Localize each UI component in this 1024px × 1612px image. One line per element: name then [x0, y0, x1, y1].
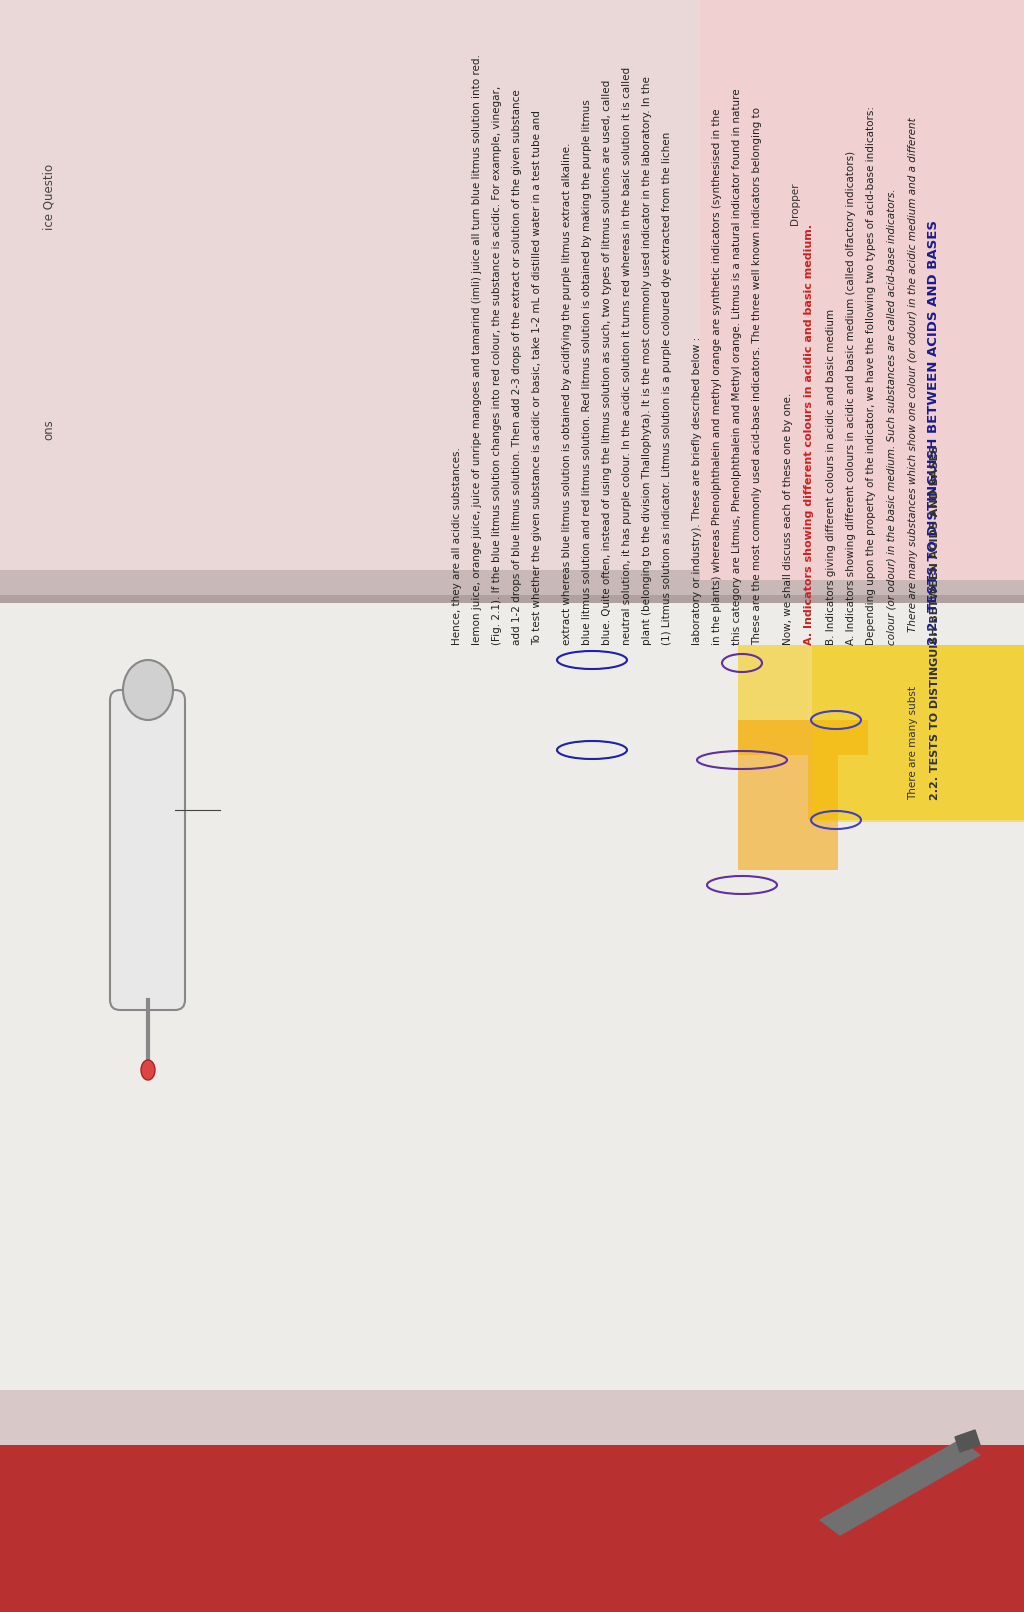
Text: To test whether the given substance is acidic or basic, take 1-2 mL of distilled: To test whether the given substance is a… [532, 110, 542, 645]
Text: blue litmus solution and red litmus solution. Red litmus solution is obtained by: blue litmus solution and red litmus solu… [582, 100, 592, 645]
Polygon shape [820, 1440, 980, 1535]
Text: this category are Litmus, Phenolphthalein and Methyl orange. Litmus is a natural: this category are Litmus, Phenolphthalei… [732, 89, 742, 645]
Text: These are the most commonly used acid-base indicators. The three well known indi: These are the most commonly used acid-ba… [752, 106, 762, 645]
Text: extract whereas blue litmus solution is obtained by acidifying the purple litmus: extract whereas blue litmus solution is … [562, 142, 572, 645]
Text: (1) Litmus solution as indicator. Litmus solution is a purple coloured dye extra: (1) Litmus solution as indicator. Litmus… [662, 132, 672, 645]
Text: Depending upon the property of the indicator, we have the following two types of: Depending upon the property of the indic… [866, 106, 876, 645]
Text: ice Questio: ice Questio [42, 164, 55, 231]
Text: colour (or odour) in the basic medium. Such substances are called acid-base indi: colour (or odour) in the basic medium. S… [887, 189, 897, 645]
Bar [0, 0, 1024, 600]
Bar [812, 645, 1024, 822]
Text: ons: ons [42, 419, 55, 440]
Text: blue. Quite often, instead of using the litmus solution as such, two types of li: blue. Quite often, instead of using the … [602, 79, 612, 645]
Text: A. Indicators showing different colours in acidic and basic medium.: A. Indicators showing different colours … [804, 224, 814, 645]
Bar [738, 721, 868, 754]
Text: B. Indicators giving different colours in acidic and basic medium: B. Indicators giving different colours i… [826, 310, 836, 645]
FancyBboxPatch shape [110, 690, 185, 1011]
Text: neutral solution, it has purple colour. In the acidic solution it turns red wher: neutral solution, it has purple colour. … [622, 66, 632, 645]
Text: in the plants) whereas Phenolphthalein and methyl orange are synthetic indicator: in the plants) whereas Phenolphthalein a… [712, 108, 722, 645]
Text: A. Indicators showing different colours in acidic and basic medium (called olfac: A. Indicators showing different colours … [846, 152, 856, 645]
Text: (Fig. 2.1). If the blue litmus solution changes into red colour, the substance i: (Fig. 2.1). If the blue litmus solution … [492, 85, 502, 645]
Bar [0, 580, 1024, 1460]
Bar [0, 595, 1024, 603]
Text: Now, we shall discuss each of these one by one.: Now, we shall discuss each of these one … [783, 393, 793, 645]
Bar [0, 1430, 1024, 1612]
Text: There are many subst: There are many subst [908, 687, 918, 800]
Text: plant (belonging to the division Thallophyta). It is the most commonly used indi: plant (belonging to the division Thallop… [642, 76, 652, 645]
Text: lemon juice, orange juice, juice of unripe mangoes and tamarind (imli) juice all: lemon juice, orange juice, juice of unri… [472, 55, 482, 645]
Text: There are many substances which show one colour (or odour) in the acidic medium : There are many substances which show one… [908, 118, 918, 645]
Bar [700, 0, 1024, 580]
Text: Hence, they are all acidic substances.: Hence, they are all acidic substances. [452, 447, 462, 645]
Bar [0, 571, 1024, 595]
Text: 2.2. TESTS TO DISTINGUISH BETWEEN ACIDS AND BASES: 2.2. TESTS TO DISTINGUISH BETWEEN ACIDS … [930, 445, 940, 800]
Text: 2.2. TESTS TO DISTINGUISH BETWEEN ACIDS AND BASES: 2.2. TESTS TO DISTINGUISH BETWEEN ACIDS … [927, 219, 940, 645]
Ellipse shape [141, 1061, 155, 1080]
Text: add 1-2 drops of blue litmus solution. Then add 2-3 drops of the extract or solu: add 1-2 drops of blue litmus solution. T… [512, 89, 522, 645]
Ellipse shape [123, 659, 173, 721]
Polygon shape [955, 1430, 980, 1452]
Bar [738, 645, 808, 754]
Bar [0, 1390, 1024, 1444]
Text: Dropper: Dropper [790, 182, 800, 226]
Text: laboratory or industry). These are briefly described below :: laboratory or industry). These are brief… [692, 337, 702, 645]
Bar [738, 754, 838, 870]
Bar [808, 645, 1024, 821]
